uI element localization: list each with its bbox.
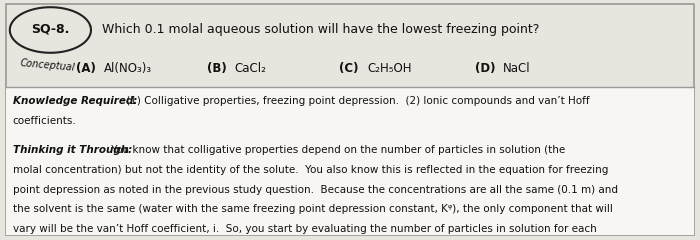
Text: (A): (A) (76, 62, 95, 75)
Text: You know that colligative properties depend on the number of particles in soluti: You know that colligative properties dep… (108, 145, 565, 155)
Text: Which 0.1 molal aqueous solution will have the lowest freezing point?: Which 0.1 molal aqueous solution will ha… (102, 24, 539, 36)
Text: Al(NO₃)₃: Al(NO₃)₃ (104, 62, 152, 75)
Text: vary will be the van’t Hoff coefficient, i.  So, you start by evaluating the num: vary will be the van’t Hoff coefficient,… (13, 224, 596, 234)
Text: molal concentration) but not the identity of the solute.  You also know this is : molal concentration) but not the identit… (13, 165, 608, 175)
Text: (1) Colligative properties, freezing point depression.  (2) Ionic compounds and : (1) Colligative properties, freezing poi… (123, 96, 590, 106)
Text: (B): (B) (206, 62, 226, 75)
Text: coefficients.: coefficients. (13, 116, 76, 126)
Text: Thinking it Through:: Thinking it Through: (13, 145, 132, 155)
Text: CaCl₂: CaCl₂ (234, 62, 267, 75)
Text: Knowledge Required:: Knowledge Required: (13, 96, 137, 106)
FancyBboxPatch shape (6, 4, 694, 235)
Text: SQ-8.: SQ-8. (32, 22, 69, 35)
Text: (D): (D) (475, 62, 495, 75)
Text: the solvent is the same (water with the same freezing point depression constant,: the solvent is the same (water with the … (13, 204, 612, 214)
FancyBboxPatch shape (6, 87, 694, 235)
Text: point depression as noted in the previous study question.  Because the concentra: point depression as noted in the previou… (13, 185, 617, 195)
Text: (C): (C) (340, 62, 359, 75)
Text: Conceptual: Conceptual (20, 58, 76, 73)
Text: NaCl: NaCl (503, 62, 530, 75)
Text: C₂H₅OH: C₂H₅OH (368, 62, 412, 75)
